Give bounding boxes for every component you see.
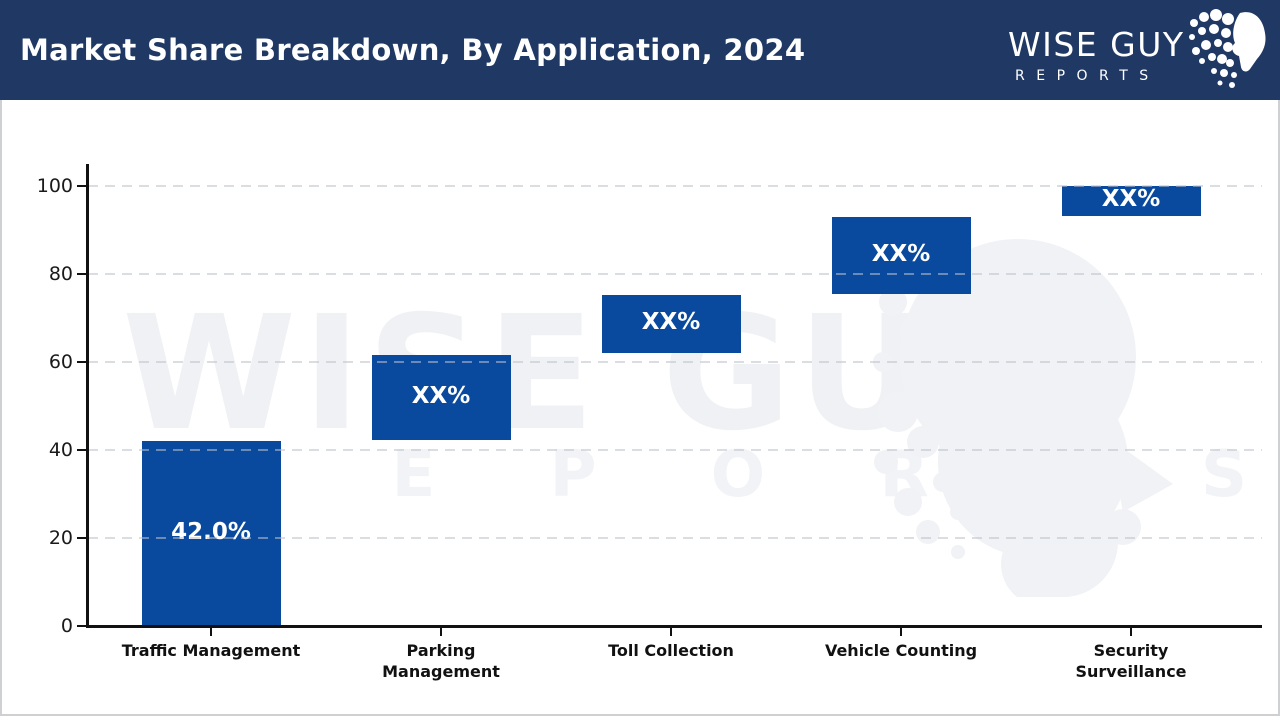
y-tick-mark <box>77 361 86 363</box>
bar <box>601 295 741 354</box>
y-tick-mark <box>77 449 86 451</box>
gridline <box>88 361 1262 363</box>
x-tick-mark <box>900 628 902 636</box>
x-axis-line <box>86 625 1262 628</box>
bar-value-label: 42.0% <box>171 518 251 545</box>
gridline <box>88 537 1262 539</box>
y-tick-mark <box>77 537 86 539</box>
x-tick-mark <box>1130 628 1132 636</box>
bar <box>371 354 511 441</box>
bar <box>831 216 971 295</box>
x-axis-category-label: Toll Collection <box>608 641 734 660</box>
y-tick-label: 20 <box>48 527 73 549</box>
x-axis-category-label: Security Surveillance <box>1075 641 1187 682</box>
bar-value-label: XX% <box>1101 185 1161 212</box>
y-tick-label: 100 <box>36 175 73 197</box>
bar-value-label: XX% <box>871 240 931 267</box>
brand-reports: REPORTS <box>1015 68 1160 84</box>
y-tick-label: 60 <box>48 351 73 373</box>
bar-value-label: XX% <box>411 382 471 409</box>
x-axis-category-label: Parking Management <box>382 641 500 682</box>
gridline <box>88 273 1262 275</box>
x-axis-category-label: Vehicle Counting <box>824 641 978 660</box>
header-bar: Market Share Breakdown, By Application, … <box>0 0 1280 100</box>
brand-wordmark: WISE GUY <box>1008 25 1185 64</box>
bar <box>141 441 281 626</box>
x-tick-mark <box>670 628 672 636</box>
y-axis-line <box>86 164 89 628</box>
y-tick-mark <box>77 273 86 275</box>
gridline <box>88 185 1262 187</box>
brand-face-icon <box>1189 9 1266 88</box>
x-tick-mark <box>210 628 212 636</box>
brand-logo: WISE GUY REPORTS <box>1008 9 1266 88</box>
gridline <box>88 449 1262 451</box>
y-tick-label: 0 <box>60 615 73 637</box>
x-tick-mark <box>440 628 442 636</box>
bar <box>1061 186 1201 216</box>
x-axis-category-label: Traffic Management <box>121 641 301 660</box>
y-tick-mark <box>77 185 86 187</box>
bar-value-label: XX% <box>641 309 701 336</box>
y-tick-mark <box>77 625 86 627</box>
y-tick-label: 80 <box>48 263 73 285</box>
y-tick-label: 40 <box>48 439 73 461</box>
page-title: Market Share Breakdown, By Application, … <box>20 33 806 67</box>
